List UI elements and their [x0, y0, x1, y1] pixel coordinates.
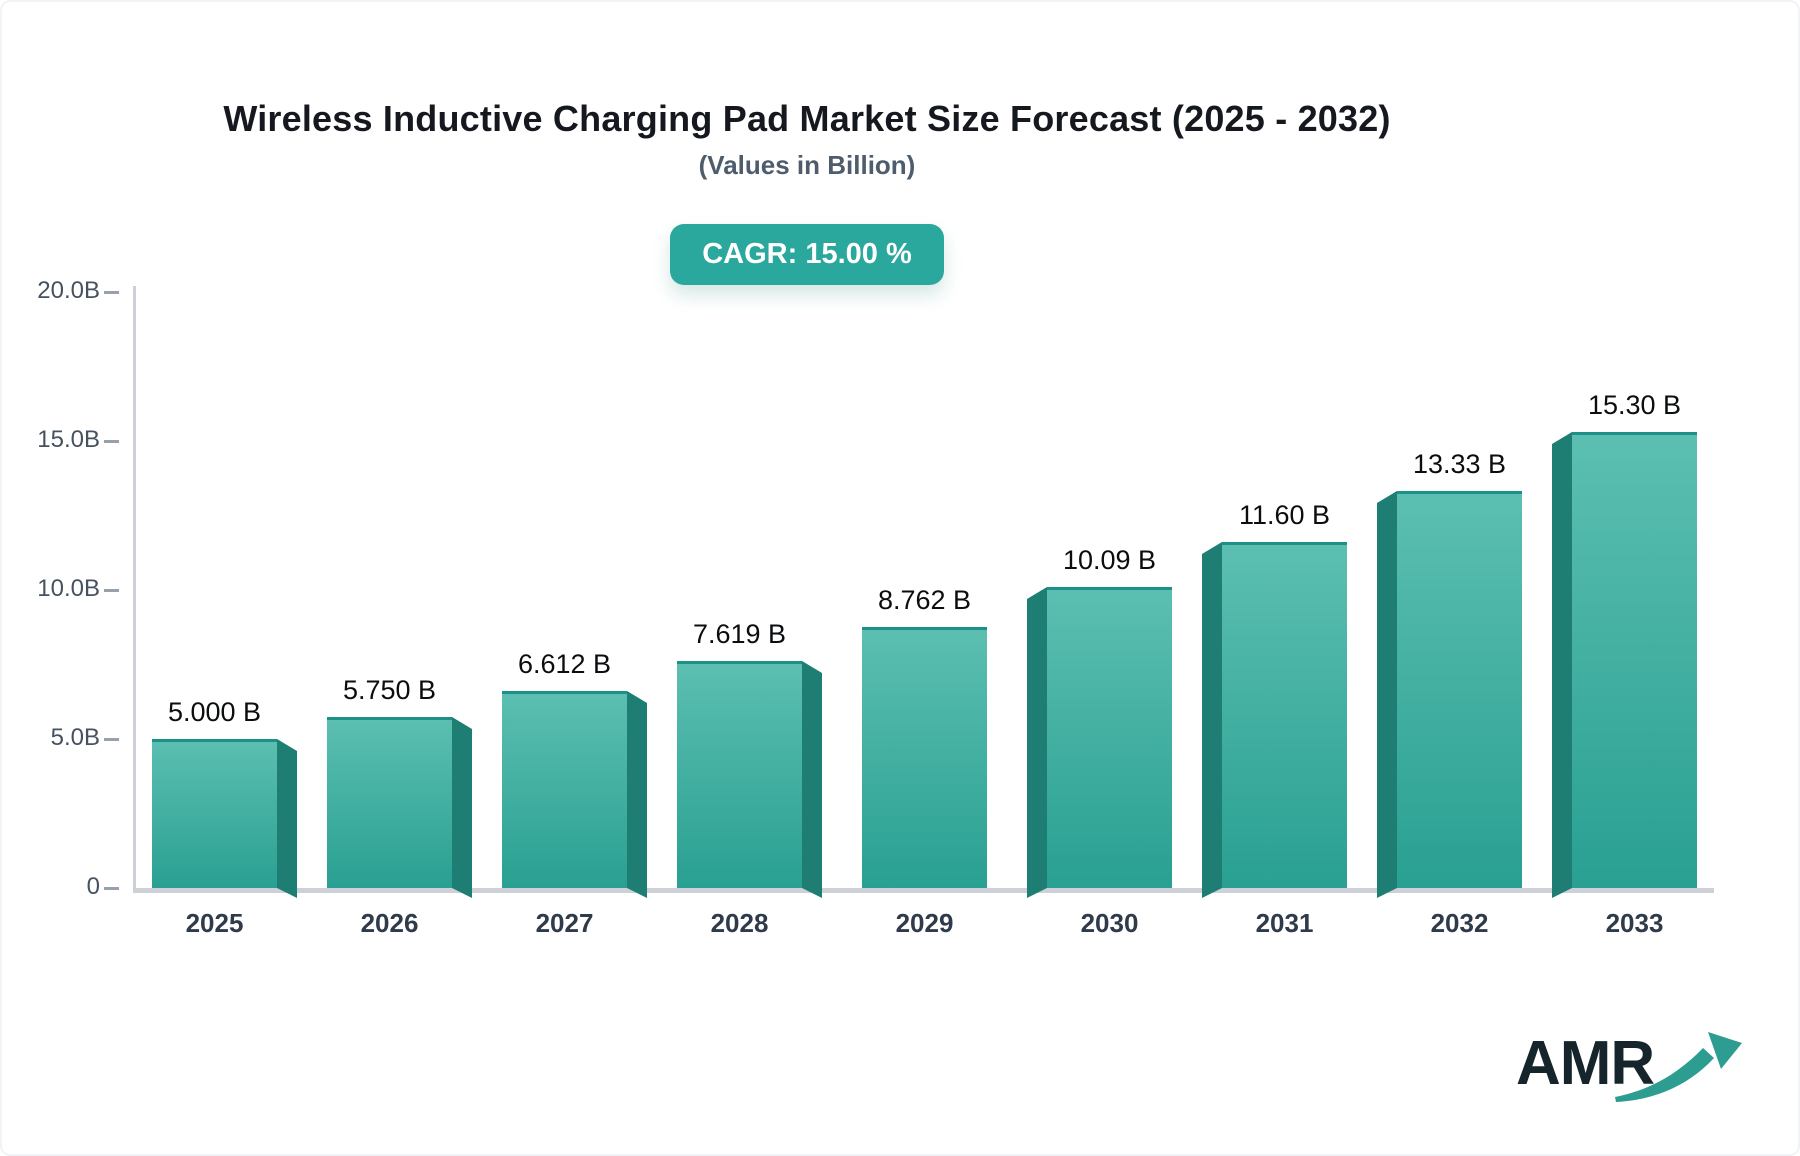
- y-axis-tick-mark: [104, 737, 119, 741]
- bar-top-edge: [1047, 587, 1172, 590]
- bar-value-label: 13.33 B: [1412, 449, 1507, 479]
- bar-top-edge: [1397, 491, 1522, 494]
- bar-side-face: [452, 717, 472, 898]
- y-axis-tick-label: 10.0B: [37, 575, 100, 602]
- bar-2028: [677, 661, 822, 898]
- y-axis-tick-label: 0: [86, 873, 100, 900]
- bar-main-face: [1397, 491, 1522, 888]
- x-axis-label: 2028: [710, 908, 769, 938]
- bar-2030: [1027, 587, 1172, 898]
- bar-main-face: [1222, 542, 1347, 888]
- logo-text: AMR: [1516, 1029, 1655, 1098]
- bar-top-edge: [502, 691, 627, 694]
- bar-top-edge: [1572, 432, 1697, 435]
- x-axis-label: 2025: [185, 908, 244, 938]
- bar-2027: [502, 691, 647, 898]
- bar-side-face: [1027, 587, 1047, 898]
- y-axis-tick-label: 5.0B: [50, 724, 100, 751]
- x-axis-label: 2031: [1255, 908, 1314, 938]
- bar-value-label: 6.612 B: [517, 649, 612, 679]
- bar-side-face: [1552, 432, 1572, 898]
- x-axis-label: 2033: [1605, 908, 1664, 938]
- chart-subtitle: (Values in Billion): [698, 150, 916, 180]
- bar-main-face: [327, 717, 452, 888]
- bar-side-face: [802, 661, 822, 898]
- x-axis-label: 2027: [535, 908, 594, 938]
- bar-side-face: [277, 739, 297, 898]
- x-axis-label: 2029: [895, 908, 954, 938]
- y-axis-tick-label: 15.0B: [37, 426, 100, 453]
- bar-main-face: [152, 739, 277, 888]
- bar-main-face: [677, 661, 802, 888]
- bar-side-face: [1377, 491, 1397, 898]
- bar-value-label: 7.619 B: [692, 619, 787, 649]
- bar-value-label: 10.09 B: [1062, 545, 1157, 575]
- cagr-badge-wrap: CAGR: 15.00 %: [2, 224, 1612, 285]
- y-axis-line: [133, 286, 136, 893]
- bar-2026: [327, 717, 472, 898]
- bar-side-face: [627, 691, 647, 898]
- y-axis-tick-mark: [104, 439, 119, 443]
- bar-2029: [862, 627, 987, 888]
- bar-main-face: [862, 627, 987, 888]
- y-axis-tick-mark: [104, 588, 119, 592]
- x-axis-line: [133, 888, 1714, 893]
- bar-value-label: 5.750 B: [342, 675, 437, 705]
- chart-title: Wireless Inductive Charging Pad Market S…: [223, 98, 1391, 139]
- logo-arrow-icon: [1615, 1032, 1742, 1102]
- bar-value-label: 11.60 B: [1238, 500, 1331, 530]
- bar-2033: [1552, 432, 1697, 898]
- bar-value-label: 5.000 B: [167, 697, 262, 727]
- bar-value-label: 8.762 B: [877, 585, 972, 615]
- x-axis-label: 2030: [1080, 908, 1139, 938]
- bar-top-edge: [327, 717, 452, 720]
- bar-2025: [152, 739, 297, 898]
- amr-logo: AMR: [1516, 1022, 1746, 1114]
- bar-side-face: [1202, 542, 1222, 898]
- bar-value-label: 15.30 B: [1587, 390, 1682, 420]
- bar-main-face: [502, 691, 627, 888]
- y-axis-tick-label: 20.0B: [37, 277, 100, 304]
- bar-main-face: [1047, 587, 1172, 888]
- bar-top-edge: [862, 627, 987, 630]
- bar-top-edge: [152, 739, 277, 742]
- cagr-badge: CAGR: 15.00 %: [670, 224, 944, 285]
- bar-top-edge: [677, 661, 802, 664]
- y-axis-tick-mark: [104, 886, 119, 890]
- bar-main-face: [1572, 432, 1697, 888]
- bar-top-edge: [1222, 542, 1347, 545]
- bar-2031: [1202, 542, 1347, 898]
- bar-2032: [1377, 491, 1522, 898]
- y-axis-tick-mark: [104, 290, 119, 294]
- x-axis-label: 2026: [360, 908, 419, 938]
- x-axis-label: 2032: [1430, 908, 1489, 938]
